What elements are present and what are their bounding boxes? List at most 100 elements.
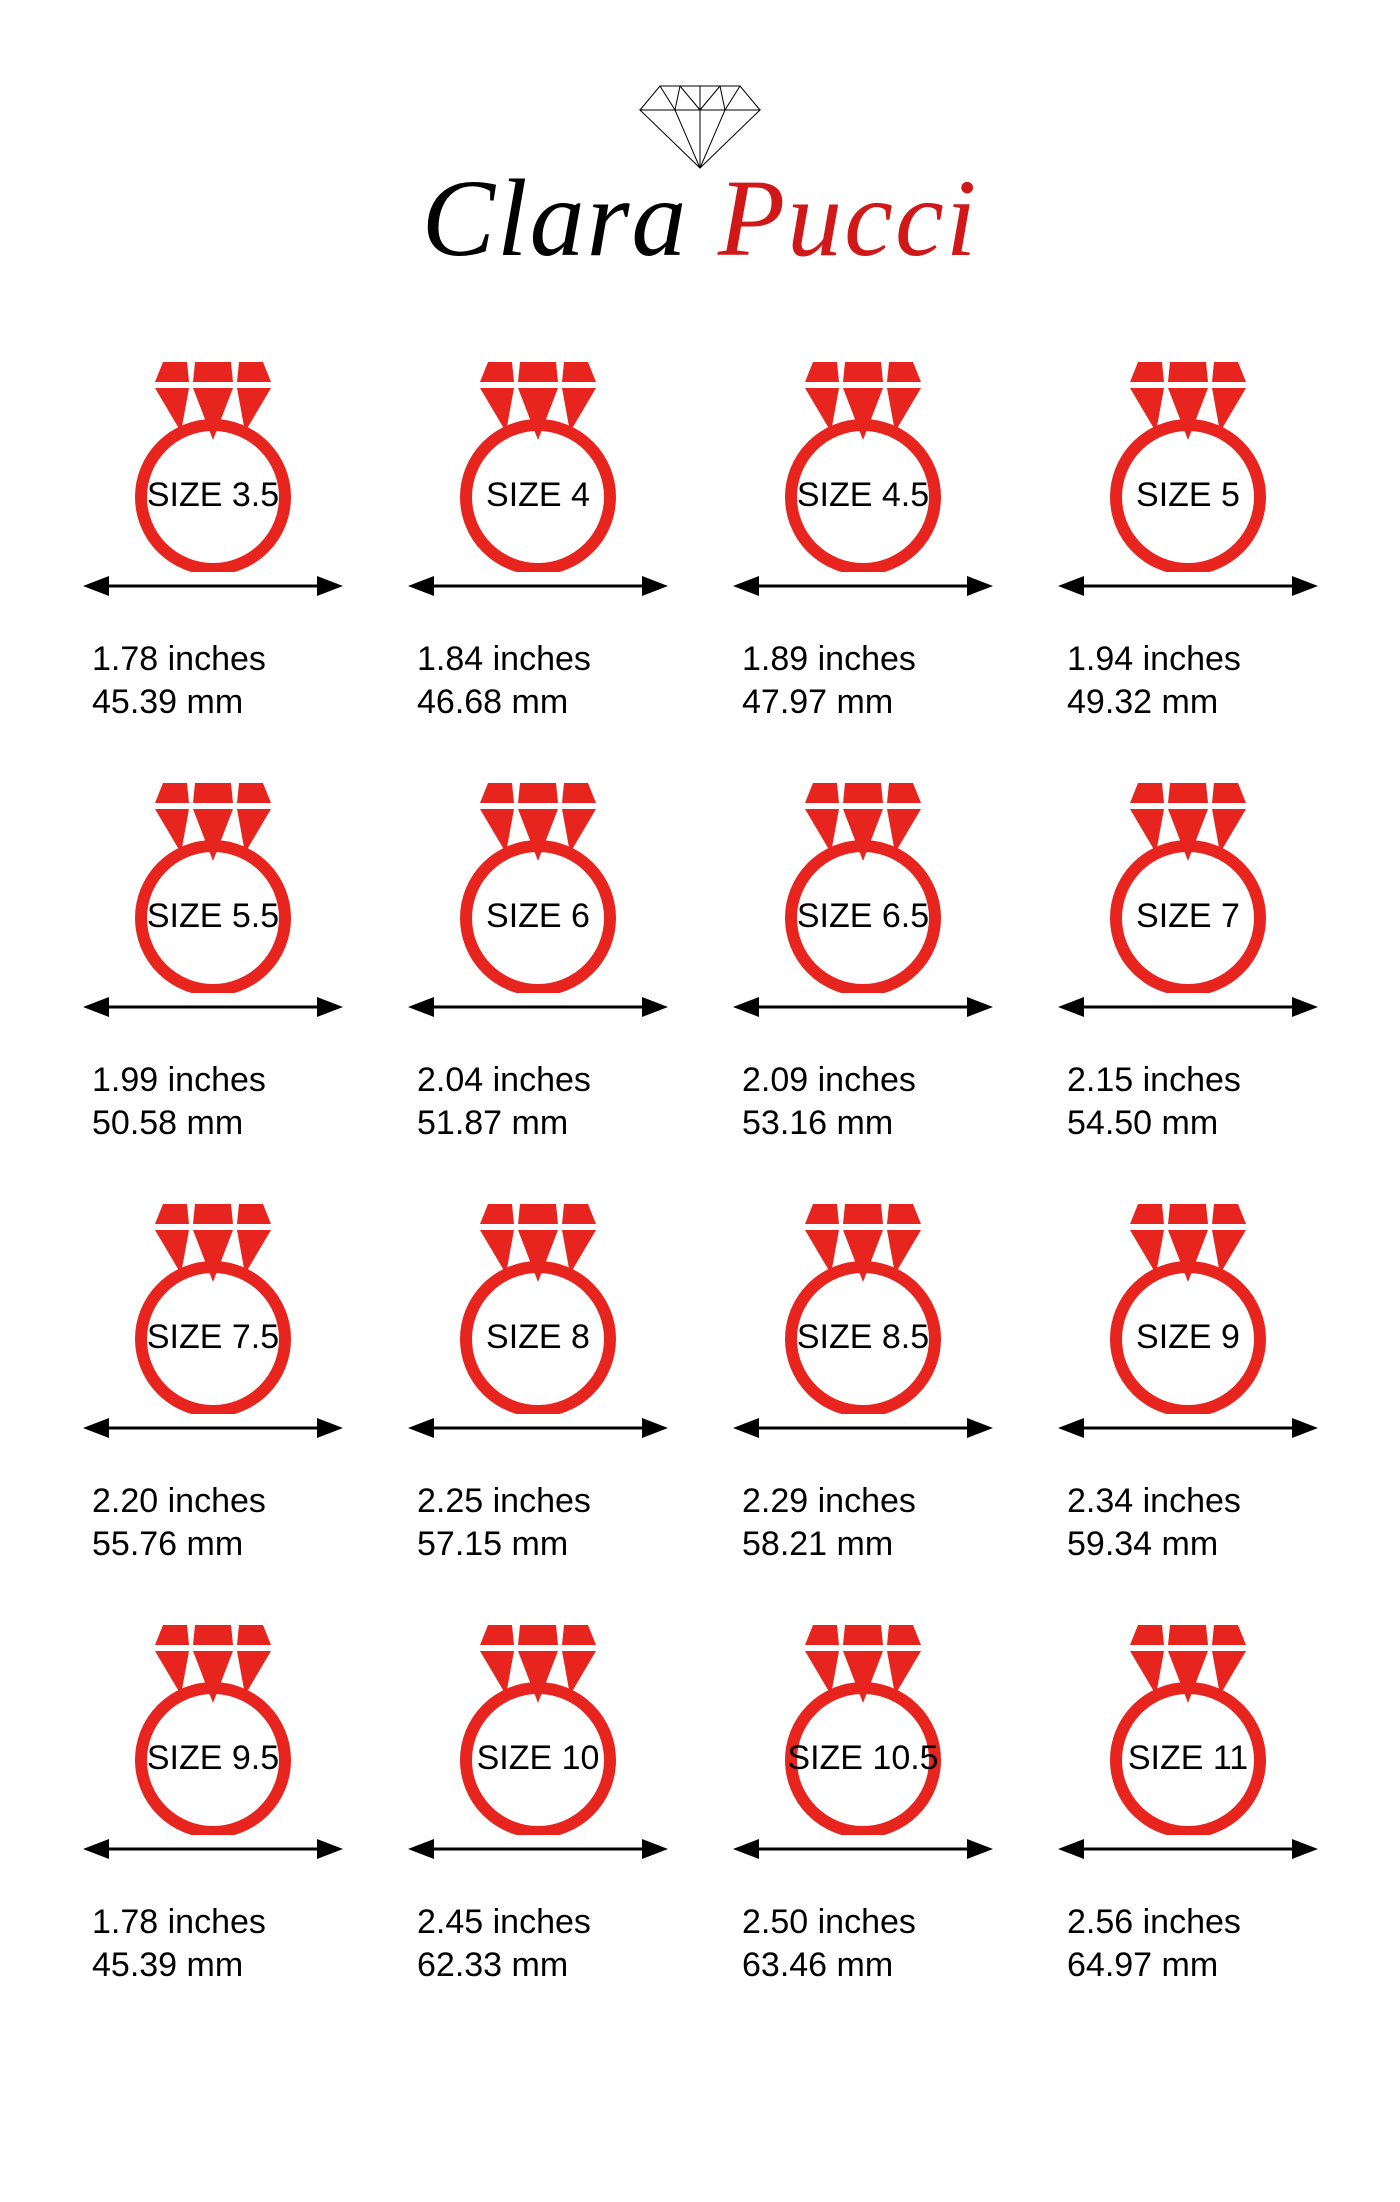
size-cell: SIZE 4.5 1.89 inches 47.97 mm bbox=[720, 362, 1005, 723]
measure-mm: 64.97 mm bbox=[1067, 1944, 1330, 1987]
size-cell: SIZE 8.5 2.29 inches 58.21 mm bbox=[720, 1204, 1005, 1565]
svg-text:SIZE 9: SIZE 9 bbox=[1136, 1318, 1240, 1356]
measure-mm: 54.50 mm bbox=[1067, 1102, 1330, 1145]
svg-text:SIZE 7: SIZE 7 bbox=[1136, 897, 1240, 935]
svg-text:SIZE 5.5: SIZE 5.5 bbox=[146, 897, 278, 935]
dimension-arrow-icon bbox=[1058, 1834, 1318, 1864]
svg-text:SIZE 7.5: SIZE 7.5 bbox=[146, 1318, 278, 1356]
dimension-arrow-icon bbox=[408, 1413, 668, 1443]
svg-text:SIZE 8.5: SIZE 8.5 bbox=[796, 1318, 928, 1356]
measure-inches: 2.09 inches bbox=[742, 1059, 1005, 1102]
size-cell: SIZE 9.5 1.78 inches 45.39 mm bbox=[70, 1625, 355, 1986]
size-cell: SIZE 7 2.15 inches 54.50 mm bbox=[1045, 783, 1330, 1144]
size-cell: SIZE 6 2.04 inches 51.87 mm bbox=[395, 783, 680, 1144]
measurement: 2.29 inches 58.21 mm bbox=[720, 1480, 1005, 1565]
ring-icon: SIZE 10 bbox=[418, 1625, 658, 1835]
size-cell: SIZE 9 2.34 inches 59.34 mm bbox=[1045, 1204, 1330, 1565]
ring-icon: SIZE 3.5 bbox=[93, 362, 333, 572]
dimension-arrow-icon bbox=[408, 1834, 668, 1864]
measurement: 1.99 inches 50.58 mm bbox=[70, 1059, 355, 1144]
measurement: 1.89 inches 47.97 mm bbox=[720, 638, 1005, 723]
ring-icon: SIZE 6 bbox=[418, 783, 658, 993]
measure-inches: 1.78 inches bbox=[92, 638, 355, 681]
dimension-arrow-icon bbox=[733, 992, 993, 1022]
measurement: 2.04 inches 51.87 mm bbox=[395, 1059, 680, 1144]
measure-mm: 59.34 mm bbox=[1067, 1523, 1330, 1566]
dimension-arrow-icon bbox=[83, 992, 343, 1022]
measurement: 1.84 inches 46.68 mm bbox=[395, 638, 680, 723]
measure-inches: 1.94 inches bbox=[1067, 638, 1330, 681]
measure-mm: 57.15 mm bbox=[417, 1523, 680, 1566]
measure-mm: 45.39 mm bbox=[92, 681, 355, 724]
size-cell: SIZE 7.5 2.20 inches 55.76 mm bbox=[70, 1204, 355, 1565]
measure-inches: 1.78 inches bbox=[92, 1901, 355, 1944]
measure-inches: 1.89 inches bbox=[742, 638, 1005, 681]
measure-inches: 2.29 inches bbox=[742, 1480, 1005, 1523]
measure-inches: 2.50 inches bbox=[742, 1901, 1005, 1944]
ring-icon: SIZE 11 bbox=[1068, 1625, 1308, 1835]
dimension-arrow-icon bbox=[83, 1413, 343, 1443]
ring-icon: SIZE 5 bbox=[1068, 362, 1308, 572]
ring-icon: SIZE 7 bbox=[1068, 783, 1308, 993]
svg-text:SIZE 5: SIZE 5 bbox=[1136, 476, 1240, 514]
brand-last: Pucci bbox=[718, 157, 978, 279]
size-cell: SIZE 10 2.45 inches 62.33 mm bbox=[395, 1625, 680, 1986]
svg-text:SIZE 9.5: SIZE 9.5 bbox=[146, 1739, 278, 1777]
brand-name: Clara Pucci bbox=[60, 155, 1340, 282]
dimension-arrow-icon bbox=[733, 1834, 993, 1864]
measure-mm: 46.68 mm bbox=[417, 681, 680, 724]
measure-mm: 58.21 mm bbox=[742, 1523, 1005, 1566]
measurement: 1.78 inches 45.39 mm bbox=[70, 638, 355, 723]
ring-icon: SIZE 7.5 bbox=[93, 1204, 333, 1414]
measurement: 2.45 inches 62.33 mm bbox=[395, 1901, 680, 1986]
measurement: 2.50 inches 63.46 mm bbox=[720, 1901, 1005, 1986]
svg-text:SIZE 8: SIZE 8 bbox=[486, 1318, 590, 1356]
measurement: 2.56 inches 64.97 mm bbox=[1045, 1901, 1330, 1986]
size-cell: SIZE 3.5 1.78 inches 45.39 mm bbox=[70, 362, 355, 723]
measurement: 1.94 inches 49.32 mm bbox=[1045, 638, 1330, 723]
ring-icon: SIZE 10.5 bbox=[743, 1625, 983, 1835]
measure-mm: 45.39 mm bbox=[92, 1944, 355, 1987]
dimension-arrow-icon bbox=[733, 1413, 993, 1443]
svg-text:SIZE 4.5: SIZE 4.5 bbox=[796, 476, 928, 514]
measure-mm: 63.46 mm bbox=[742, 1944, 1005, 1987]
measure-inches: 2.25 inches bbox=[417, 1480, 680, 1523]
brand-first: Clara bbox=[422, 157, 689, 279]
brand-logo: Clara Pucci bbox=[60, 80, 1340, 282]
svg-text:SIZE 3.5: SIZE 3.5 bbox=[146, 476, 278, 514]
svg-text:SIZE 10.5: SIZE 10.5 bbox=[787, 1739, 938, 1777]
size-grid: SIZE 3.5 1.78 inches 45.39 mm SIZE 4 1.8… bbox=[60, 362, 1340, 1986]
ring-icon: SIZE 8.5 bbox=[743, 1204, 983, 1414]
measure-inches: 2.56 inches bbox=[1067, 1901, 1330, 1944]
dimension-arrow-icon bbox=[1058, 1413, 1318, 1443]
measure-inches: 2.04 inches bbox=[417, 1059, 680, 1102]
dimension-arrow-icon bbox=[733, 571, 993, 601]
measurement: 2.20 inches 55.76 mm bbox=[70, 1480, 355, 1565]
measure-mm: 51.87 mm bbox=[417, 1102, 680, 1145]
dimension-arrow-icon bbox=[83, 571, 343, 601]
ring-icon: SIZE 9 bbox=[1068, 1204, 1308, 1414]
size-cell: SIZE 6.5 2.09 inches 53.16 mm bbox=[720, 783, 1005, 1144]
measurement: 2.15 inches 54.50 mm bbox=[1045, 1059, 1330, 1144]
ring-icon: SIZE 5.5 bbox=[93, 783, 333, 993]
ring-icon: SIZE 4 bbox=[418, 362, 658, 572]
size-cell: SIZE 8 2.25 inches 57.15 mm bbox=[395, 1204, 680, 1565]
svg-text:SIZE 11: SIZE 11 bbox=[1127, 1739, 1247, 1777]
measurement: 1.78 inches 45.39 mm bbox=[70, 1901, 355, 1986]
ring-size-chart: Clara Pucci SIZE 3.5 1.78 inches 45.39 m… bbox=[0, 0, 1400, 2046]
ring-icon: SIZE 8 bbox=[418, 1204, 658, 1414]
svg-text:SIZE 6.5: SIZE 6.5 bbox=[796, 897, 928, 935]
measure-mm: 47.97 mm bbox=[742, 681, 1005, 724]
dimension-arrow-icon bbox=[408, 571, 668, 601]
size-cell: SIZE 5 1.94 inches 49.32 mm bbox=[1045, 362, 1330, 723]
dimension-arrow-icon bbox=[83, 1834, 343, 1864]
ring-icon: SIZE 6.5 bbox=[743, 783, 983, 993]
size-cell: SIZE 11 2.56 inches 64.97 mm bbox=[1045, 1625, 1330, 1986]
dimension-arrow-icon bbox=[1058, 992, 1318, 1022]
size-cell: SIZE 5.5 1.99 inches 50.58 mm bbox=[70, 783, 355, 1144]
measure-mm: 53.16 mm bbox=[742, 1102, 1005, 1145]
ring-icon: SIZE 9.5 bbox=[93, 1625, 333, 1835]
measure-mm: 50.58 mm bbox=[92, 1102, 355, 1145]
measurement: 2.09 inches 53.16 mm bbox=[720, 1059, 1005, 1144]
measure-inches: 2.15 inches bbox=[1067, 1059, 1330, 1102]
